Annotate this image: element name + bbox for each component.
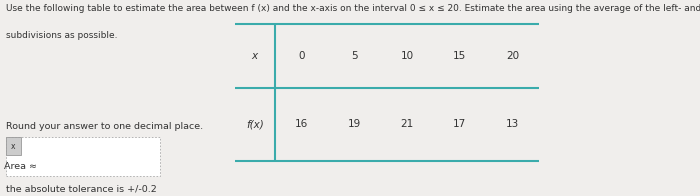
Text: 16: 16 bbox=[295, 119, 308, 130]
Text: x: x bbox=[11, 142, 15, 151]
Bar bbox=[6, 137, 160, 176]
Text: f(x): f(x) bbox=[246, 119, 264, 130]
Text: 17: 17 bbox=[453, 119, 466, 130]
Text: 5: 5 bbox=[351, 51, 358, 61]
Text: Area ≈: Area ≈ bbox=[4, 162, 36, 171]
Text: 21: 21 bbox=[400, 119, 414, 130]
Text: 20: 20 bbox=[506, 51, 519, 61]
Text: subdivisions as possible.: subdivisions as possible. bbox=[6, 31, 117, 40]
Text: 13: 13 bbox=[506, 119, 519, 130]
Text: 10: 10 bbox=[400, 51, 414, 61]
Text: the absolute tolerance is +/-0.2: the absolute tolerance is +/-0.2 bbox=[6, 184, 156, 193]
Text: Use the following table to estimate the area between f (x) and the x-axis on the: Use the following table to estimate the … bbox=[6, 4, 700, 13]
Text: 15: 15 bbox=[453, 51, 466, 61]
Text: 19: 19 bbox=[348, 119, 361, 130]
Text: 0: 0 bbox=[298, 51, 304, 61]
Text: Round your answer to one decimal place.: Round your answer to one decimal place. bbox=[6, 122, 203, 131]
Bar bbox=[6, 137, 21, 155]
Text: x: x bbox=[252, 51, 258, 61]
